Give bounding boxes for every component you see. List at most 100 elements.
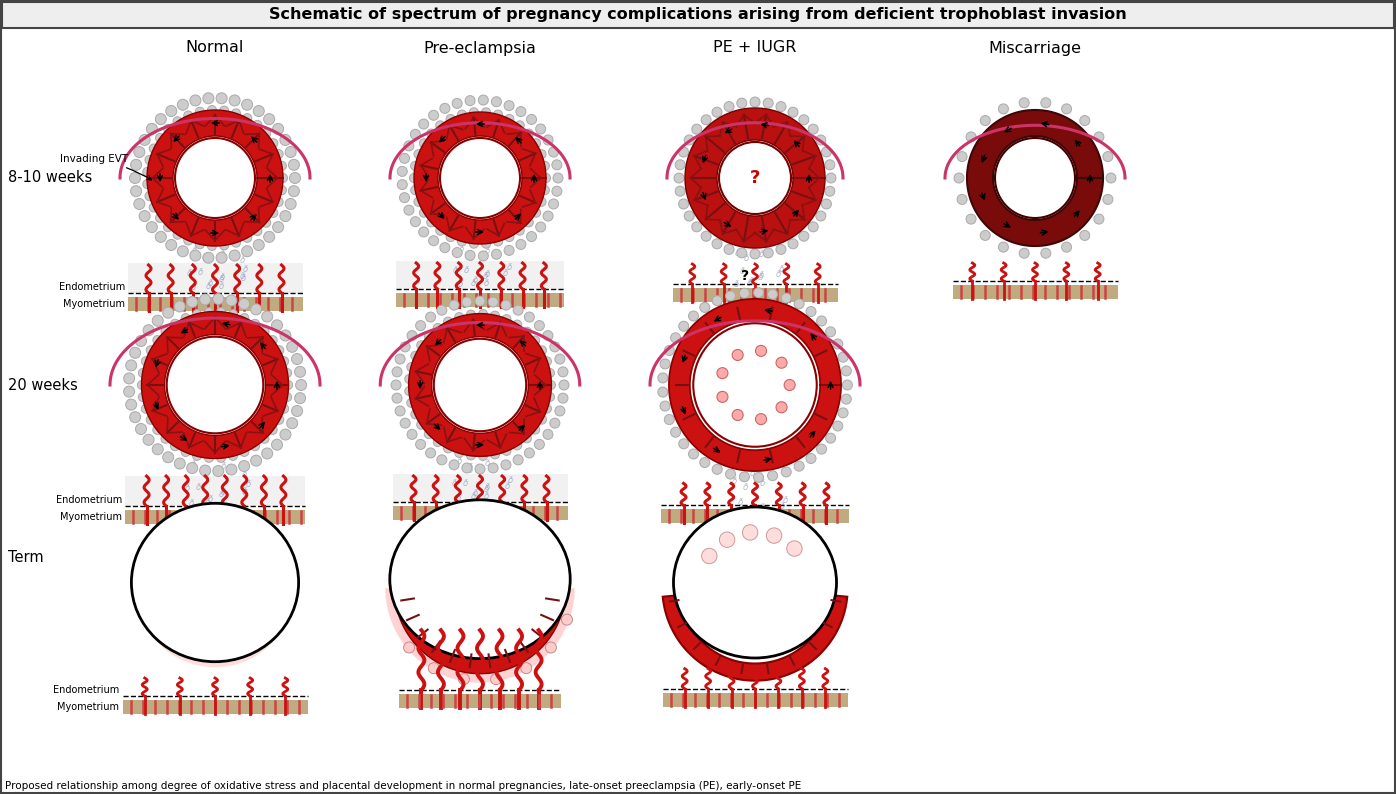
Circle shape — [998, 242, 1008, 252]
Bar — [127, 263, 303, 293]
Circle shape — [543, 404, 551, 413]
Text: ð: ð — [219, 282, 225, 291]
Circle shape — [759, 236, 768, 244]
Circle shape — [980, 230, 990, 241]
Circle shape — [450, 300, 459, 310]
Text: ð: ð — [205, 498, 209, 507]
Circle shape — [658, 387, 667, 397]
Circle shape — [787, 107, 799, 118]
Circle shape — [436, 121, 445, 130]
Circle shape — [776, 402, 787, 413]
Circle shape — [966, 214, 976, 224]
Circle shape — [392, 367, 402, 377]
Text: ð: ð — [759, 479, 765, 488]
Circle shape — [542, 174, 550, 183]
Circle shape — [458, 673, 469, 684]
Circle shape — [239, 299, 250, 310]
Circle shape — [805, 453, 817, 464]
Circle shape — [808, 124, 818, 134]
Circle shape — [505, 114, 514, 123]
Circle shape — [694, 323, 817, 447]
Circle shape — [193, 310, 201, 318]
Circle shape — [401, 418, 410, 428]
Circle shape — [261, 448, 272, 459]
Circle shape — [491, 97, 501, 106]
Text: ð: ð — [451, 480, 456, 488]
Text: ð: ð — [783, 495, 789, 504]
Circle shape — [170, 518, 186, 534]
Circle shape — [205, 121, 214, 129]
Circle shape — [482, 121, 490, 129]
Circle shape — [794, 299, 804, 309]
Circle shape — [433, 323, 443, 333]
Circle shape — [489, 297, 498, 307]
Text: ð: ð — [452, 267, 458, 276]
Circle shape — [459, 225, 468, 233]
Text: ð: ð — [484, 492, 489, 501]
Circle shape — [678, 439, 688, 449]
Polygon shape — [385, 588, 575, 683]
Circle shape — [466, 451, 476, 460]
Circle shape — [525, 312, 535, 322]
Circle shape — [503, 314, 511, 324]
Circle shape — [750, 97, 759, 107]
Circle shape — [737, 234, 745, 242]
Circle shape — [699, 303, 709, 313]
Circle shape — [138, 561, 154, 577]
Circle shape — [269, 370, 278, 378]
Circle shape — [205, 321, 214, 330]
Circle shape — [546, 368, 554, 377]
Circle shape — [254, 143, 262, 151]
Circle shape — [269, 139, 278, 148]
Ellipse shape — [131, 503, 299, 661]
Circle shape — [410, 217, 420, 226]
Circle shape — [170, 441, 180, 451]
Circle shape — [702, 549, 718, 564]
Circle shape — [529, 174, 537, 182]
Circle shape — [787, 239, 799, 249]
Circle shape — [410, 161, 420, 171]
Circle shape — [810, 152, 817, 160]
Text: ð: ð — [188, 499, 194, 508]
Circle shape — [790, 222, 797, 230]
Circle shape — [216, 441, 225, 449]
Circle shape — [212, 465, 223, 476]
Circle shape — [248, 521, 264, 537]
Text: ð: ð — [470, 492, 476, 501]
Circle shape — [187, 463, 198, 473]
Circle shape — [543, 330, 553, 341]
Text: ?: ? — [750, 169, 761, 187]
Circle shape — [166, 422, 174, 430]
Circle shape — [420, 397, 429, 406]
Text: ð: ð — [468, 463, 472, 472]
Circle shape — [482, 239, 490, 249]
Circle shape — [1079, 230, 1090, 241]
Circle shape — [447, 331, 455, 339]
Circle shape — [147, 415, 155, 424]
Circle shape — [416, 439, 426, 449]
Circle shape — [558, 380, 570, 390]
Circle shape — [251, 304, 261, 315]
Circle shape — [267, 360, 275, 368]
Circle shape — [250, 441, 260, 451]
Circle shape — [286, 341, 297, 353]
Circle shape — [727, 231, 734, 239]
Circle shape — [281, 429, 290, 440]
Bar — [396, 293, 564, 307]
Circle shape — [493, 124, 500, 132]
Circle shape — [447, 431, 455, 439]
Circle shape — [530, 403, 537, 410]
Circle shape — [776, 245, 786, 254]
Circle shape — [726, 469, 736, 479]
Circle shape — [205, 227, 214, 235]
Circle shape — [124, 373, 134, 384]
Text: ð: ð — [219, 249, 225, 257]
Circle shape — [503, 220, 511, 228]
Circle shape — [1019, 249, 1029, 258]
Circle shape — [543, 430, 553, 439]
Circle shape — [204, 453, 214, 462]
Circle shape — [395, 354, 405, 364]
Circle shape — [194, 124, 202, 132]
Circle shape — [766, 528, 782, 543]
Text: ð: ð — [197, 268, 202, 277]
